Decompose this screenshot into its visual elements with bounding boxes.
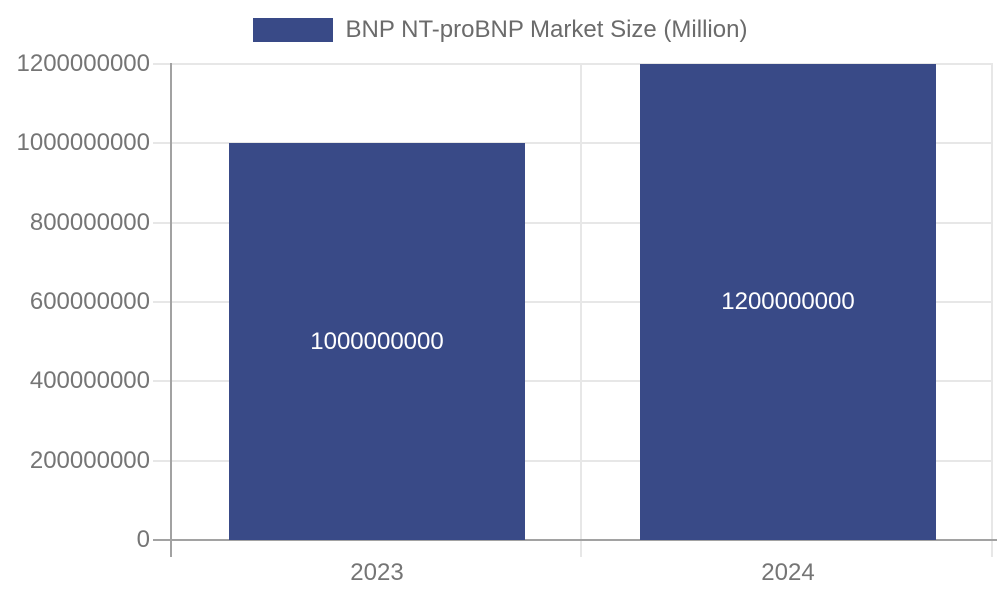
y-axis-tick-label: 1000000000: [16, 129, 150, 157]
y-axis-tick-label: 400000000: [29, 367, 150, 395]
category-boundary-gridline: [580, 63, 582, 557]
x-axis-line: [153, 539, 997, 541]
y-axis-tick-label: 600000000: [29, 288, 150, 315]
bar-value-label: 1000000000: [310, 328, 444, 355]
legend-label: BNP NT-proBNP Market Size (Million): [345, 16, 748, 43]
y-gridline: [153, 459, 993, 462]
y-axis-tick-label: 800000000: [29, 208, 150, 236]
x-axis-tick-label: 2023: [350, 559, 404, 586]
category-boundary-gridline: [991, 63, 993, 557]
bar-2024[interactable]: [640, 64, 936, 540]
y-gridline: [153, 142, 993, 145]
bar-2023[interactable]: [229, 143, 525, 540]
y-axis-tick-label: 0: [136, 526, 150, 553]
chart-legend[interactable]: BNP NT-proBNP Market Size (Million): [0, 16, 1000, 44]
y-gridline: [153, 380, 993, 383]
y-axis-tick-label: 1200000000: [16, 50, 150, 77]
y-gridline: [153, 301, 993, 303]
y-gridline: [153, 63, 993, 65]
y-axis-tick-label: 200000000: [29, 446, 150, 474]
legend-swatch-icon: [252, 18, 333, 42]
x-axis-tick-label: 2024: [761, 559, 815, 586]
bar-value-label: 1200000000: [721, 288, 855, 315]
y-axis-line: [170, 63, 172, 557]
y-gridline: [153, 221, 993, 224]
